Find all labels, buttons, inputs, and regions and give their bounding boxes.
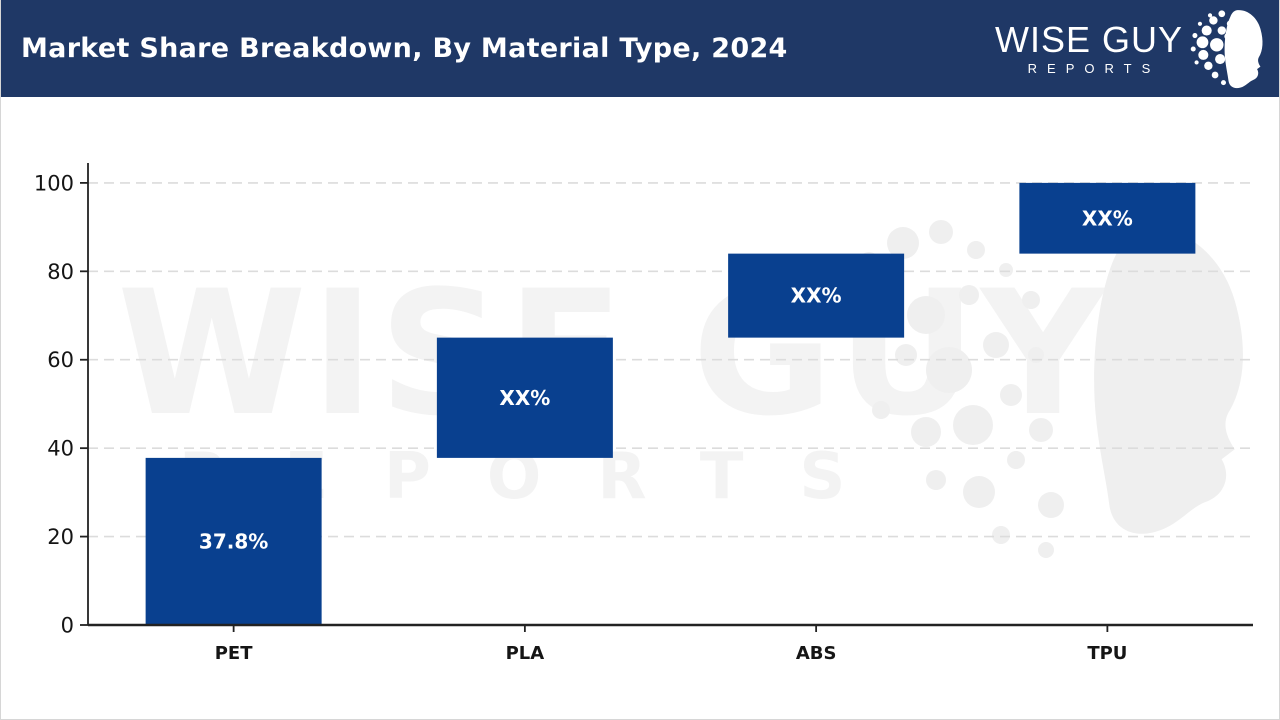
bar-TPU	[1019, 182, 1196, 254]
y-tick-label: 40	[47, 437, 74, 461]
bar-PLA	[436, 337, 613, 458]
logo-subtitle: REPORTS	[1027, 60, 1161, 76]
x-category-label: TPU	[1087, 643, 1127, 664]
logo-wordmark: WISE GUY	[994, 18, 1183, 60]
y-tick-label: 0	[61, 614, 74, 638]
header-bar: Market Share Breakdown, By Material Type…	[1, 0, 1279, 97]
y-tick-label: 60	[47, 348, 74, 372]
logo-wordmark-block: WISE GUY REPORTS	[994, 18, 1183, 77]
bar-label: XX%	[791, 284, 842, 308]
wiseguy-face-icon	[1190, 9, 1263, 88]
bar-PET	[145, 457, 322, 625]
x-category-label: PET	[215, 643, 253, 664]
x-category-label: PLA	[506, 643, 545, 664]
y-tick-label: 20	[47, 525, 74, 549]
y-tick-label: 80	[47, 260, 74, 284]
bar-label: 37.8%	[199, 529, 268, 553]
bar-ABS	[728, 253, 905, 338]
chart-title: Market Share Breakdown, By Material Type…	[21, 33, 788, 64]
bar-label: XX%	[499, 386, 550, 410]
wiseguy-logo: WISE GUY REPORTS	[995, 0, 1265, 97]
bar-label: XX%	[1082, 206, 1133, 230]
y-tick-label: 100	[34, 171, 74, 195]
x-category-label: ABS	[796, 643, 837, 664]
